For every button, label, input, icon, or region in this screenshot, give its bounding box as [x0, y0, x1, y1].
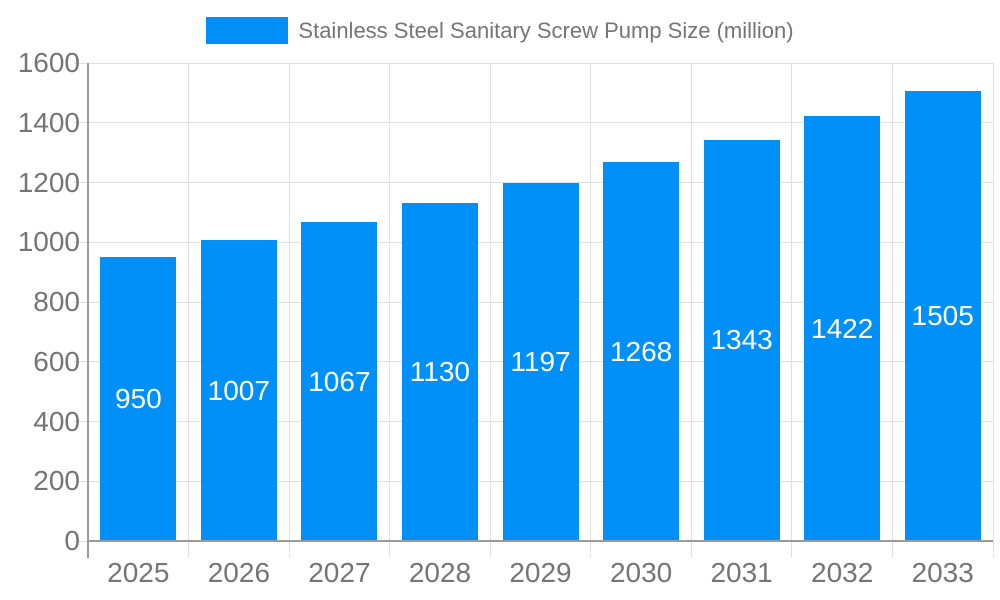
bar-2027[interactable]: 1067: [301, 222, 378, 541]
y-gridline: [74, 62, 993, 64]
x-tick: [489, 541, 491, 557]
bar-value-label: 1007: [207, 374, 270, 406]
bar-value-label: 1422: [811, 312, 874, 344]
x-axis-tick-label: 2031: [710, 557, 773, 588]
x-tick: [992, 541, 994, 557]
bar-value-label: 1197: [510, 346, 571, 378]
y-gridline: [74, 122, 993, 124]
x-gridline: [288, 63, 290, 541]
x-tick: [288, 541, 290, 557]
y-gridline: [74, 182, 993, 183]
bar-2030[interactable]: 1268: [603, 162, 680, 541]
x-gridline: [188, 63, 190, 541]
x-axis-tick-label: 2030: [609, 557, 673, 588]
y-axis-tick-label: 800: [33, 286, 80, 317]
x-axis-tick-label: 2029: [509, 557, 572, 588]
x-tick: [188, 541, 190, 557]
bar-2028[interactable]: 1130: [401, 203, 478, 541]
legend[interactable]: Stainless Steel Sanitary Screw Pump Size…: [0, 17, 1000, 44]
bar-value-label: 950: [114, 383, 162, 415]
y-axis-tick-label: 1400: [17, 106, 80, 138]
x-axis-tick-label: 2032: [811, 557, 874, 588]
bar-2031[interactable]: 1343: [703, 139, 780, 541]
x-tick: [590, 541, 592, 557]
bar-2029[interactable]: 1197: [502, 183, 579, 541]
y-axis-tick-label: 1000: [17, 226, 80, 258]
y-axis-tick-label: 600: [33, 345, 80, 377]
y-axis-tick-label: 1600: [17, 47, 80, 78]
bar-2025[interactable]: 950: [100, 257, 177, 541]
y-axis-tick-label: 400: [33, 405, 80, 437]
x-gridline: [891, 63, 893, 541]
x-tick: [791, 541, 793, 557]
legend-label: Stainless Steel Sanitary Screw Pump Size…: [298, 17, 794, 43]
x-axis-line: [87, 540, 993, 542]
y-axis-tick-label: 1200: [17, 166, 80, 198]
bar-value-label: 1268: [609, 335, 673, 367]
bar-2032[interactable]: 1422: [804, 116, 881, 541]
x-axis-tick-label: 2028: [408, 557, 472, 588]
x-axis-tick-label: 2026: [207, 557, 271, 588]
bar-value-label: 1343: [710, 324, 773, 356]
x-gridline: [590, 63, 592, 541]
y-axis-line: [87, 63, 89, 558]
y-axis-tick-label: 0: [64, 525, 80, 556]
bar-value-label: 1067: [308, 365, 371, 397]
bar-value-label: 1505: [911, 300, 974, 332]
x-tick: [389, 541, 391, 557]
x-axis-tick-label: 2033: [911, 557, 974, 588]
x-tick: [891, 541, 893, 557]
bar-2026[interactable]: 1007: [200, 240, 277, 541]
y-axis-tick-label: 200: [33, 465, 80, 497]
x-axis-tick-label: 2025: [107, 557, 170, 588]
legend-swatch-icon: [206, 17, 289, 44]
bar-value-label: 1130: [409, 356, 470, 388]
x-tick: [690, 541, 692, 557]
x-axis-tick-label: 2027: [308, 557, 371, 588]
x-gridline: [690, 63, 692, 541]
x-gridline: [791, 63, 793, 541]
x-gridline: [389, 63, 391, 541]
y-tick: [74, 540, 88, 542]
bar-2033[interactable]: 1505: [904, 91, 981, 541]
x-gridline: [992, 63, 994, 541]
x-gridline: [489, 63, 491, 541]
